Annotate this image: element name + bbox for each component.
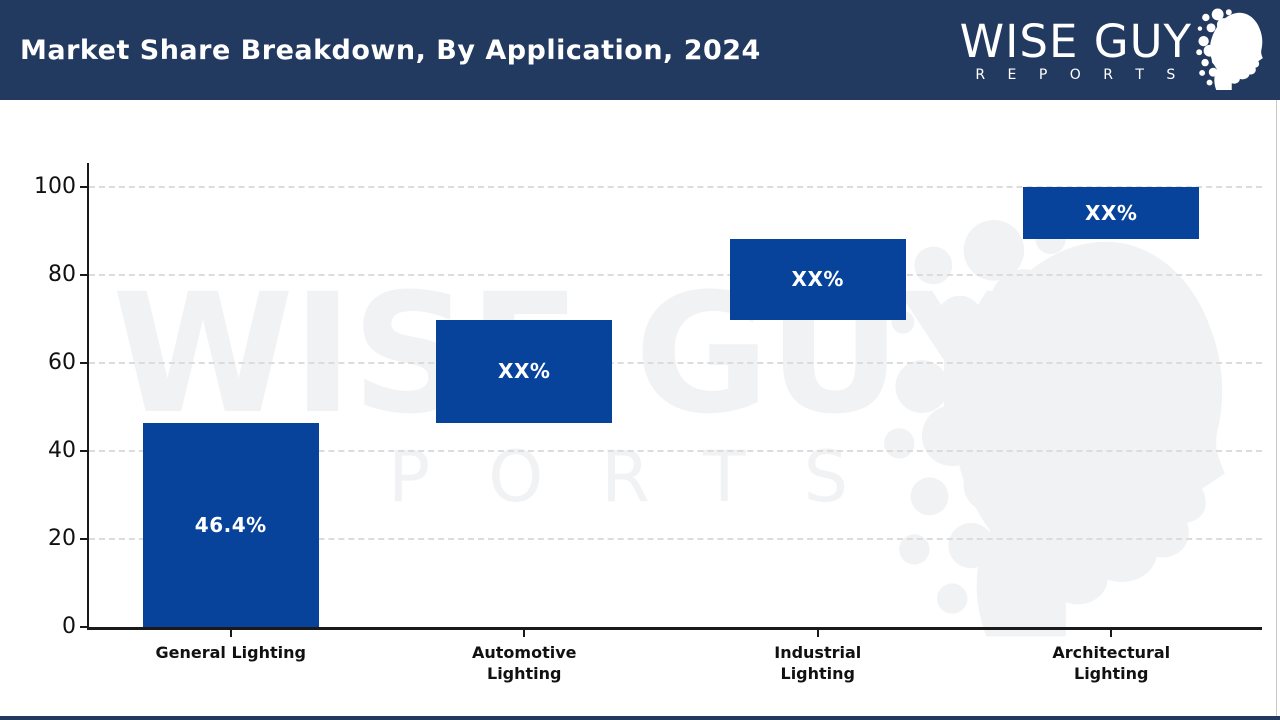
y-axis-line [87, 163, 89, 630]
plot-area: WISE GUY PORTS 0 20 40 60 80 100 46.4% General … [0, 100, 1280, 716]
y-tick-label: 100 [34, 174, 76, 199]
brand-logo: WISE GUY R E P O R T S [960, 6, 1268, 94]
y-tick-mark [80, 186, 89, 188]
brand-text: WISE GUY R E P O R T S [959, 14, 1192, 83]
y-tick-mark [80, 362, 89, 364]
y-tick-label: 60 [48, 350, 76, 375]
bar-value-label: 46.4% [194, 512, 267, 537]
bar-value-label: XX% [791, 267, 844, 292]
x-tick-mark [1110, 630, 1113, 637]
watermark-reports-text: PORTS [388, 436, 907, 518]
category-label: Industrial Lighting [774, 643, 862, 683]
app-header: Market Share Breakdown, By Application, … [0, 0, 1280, 100]
y-tick-label: 80 [48, 262, 76, 287]
y-tick-label: 0 [62, 614, 76, 639]
category-label: Automotive Lighting [472, 643, 577, 683]
category-label: General Lighting [155, 643, 306, 662]
x-tick-mark [523, 630, 526, 637]
x-tick-mark [229, 630, 232, 637]
bar-value-label: XX% [498, 359, 551, 384]
bar-segment: XX% [729, 238, 906, 320]
gridline [89, 274, 1262, 276]
y-tick-label: 20 [48, 526, 76, 551]
bar-value-label: XX% [1085, 200, 1138, 225]
x-tick-mark [816, 630, 819, 637]
gridline [89, 186, 1262, 188]
bar-segment: XX% [1023, 187, 1200, 239]
bar-segment: 46.4% [142, 422, 319, 627]
bar-segment: XX% [436, 319, 613, 423]
y-tick-mark [80, 538, 89, 540]
y-tick-mark [80, 274, 89, 276]
x-axis-line [87, 627, 1262, 630]
y-tick-mark [80, 450, 89, 452]
wiseguy-head-icon [1196, 8, 1263, 90]
y-tick-label: 40 [48, 438, 76, 463]
category-label: Architectural Lighting [1052, 643, 1171, 683]
gridline [89, 450, 1262, 452]
gridline [89, 538, 1262, 540]
right-border [1276, 100, 1277, 717]
y-tick-mark [80, 626, 89, 628]
page-title: Market Share Breakdown, By Application, … [20, 34, 761, 66]
footer-bar [0, 716, 1280, 720]
watermark-head-icon [872, 220, 1252, 648]
brand-subtitle: R E P O R T S [975, 66, 1185, 83]
gridline [89, 362, 1262, 364]
brand-name: WISE GUY [959, 14, 1192, 68]
